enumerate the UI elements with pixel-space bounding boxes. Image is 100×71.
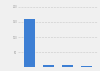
Bar [24,19,35,67]
Bar [43,65,54,67]
Bar [62,65,73,67]
Bar [81,66,92,67]
